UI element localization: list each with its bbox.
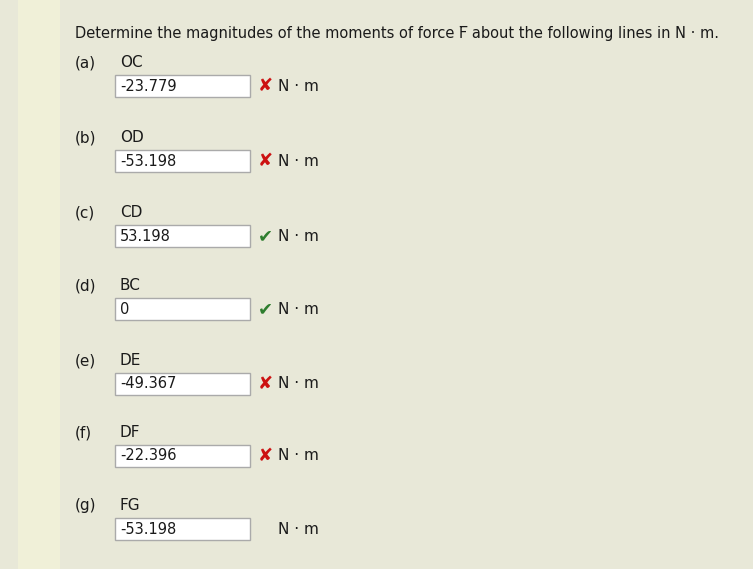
Text: OC: OC	[120, 55, 142, 70]
Text: -22.396: -22.396	[120, 448, 176, 464]
Text: N · m: N · m	[278, 302, 319, 316]
FancyBboxPatch shape	[115, 225, 250, 247]
Text: N · m: N · m	[278, 79, 319, 93]
Text: -53.198: -53.198	[120, 154, 176, 168]
Text: (b): (b)	[75, 130, 96, 145]
Text: CD: CD	[120, 205, 142, 220]
FancyBboxPatch shape	[18, 0, 60, 569]
Text: DE: DE	[120, 353, 142, 368]
Text: -23.779: -23.779	[120, 79, 177, 93]
Text: ✘: ✘	[258, 447, 273, 465]
Text: Determine the magnitudes of the moments of force F̅ about the following lines in: Determine the magnitudes of the moments …	[75, 26, 719, 41]
Text: ✘: ✘	[258, 375, 273, 393]
Text: ✔: ✔	[258, 300, 273, 318]
Text: BC: BC	[120, 278, 141, 293]
Text: ✘: ✘	[258, 77, 273, 95]
Text: OD: OD	[120, 130, 144, 145]
Text: (d): (d)	[75, 278, 96, 293]
FancyBboxPatch shape	[115, 518, 250, 540]
Text: (c): (c)	[75, 205, 95, 220]
FancyBboxPatch shape	[115, 445, 250, 467]
FancyBboxPatch shape	[115, 150, 250, 172]
Text: (g): (g)	[75, 498, 96, 513]
Text: N · m: N · m	[278, 377, 319, 391]
Text: 0: 0	[120, 302, 130, 316]
FancyBboxPatch shape	[115, 75, 250, 97]
Text: -49.367: -49.367	[120, 377, 176, 391]
FancyBboxPatch shape	[115, 373, 250, 395]
Text: (f): (f)	[75, 425, 92, 440]
Text: -53.198: -53.198	[120, 522, 176, 537]
FancyBboxPatch shape	[115, 298, 250, 320]
Text: N · m: N · m	[278, 154, 319, 168]
Text: (e): (e)	[75, 353, 96, 368]
Text: FG: FG	[120, 498, 141, 513]
Text: ✘: ✘	[258, 152, 273, 170]
Text: ✔: ✔	[258, 227, 273, 245]
Text: N · m: N · m	[278, 448, 319, 464]
Text: (a): (a)	[75, 55, 96, 70]
Text: N · m: N · m	[278, 522, 319, 537]
Text: DF: DF	[120, 425, 141, 440]
Text: N · m: N · m	[278, 229, 319, 244]
Text: 53.198: 53.198	[120, 229, 171, 244]
